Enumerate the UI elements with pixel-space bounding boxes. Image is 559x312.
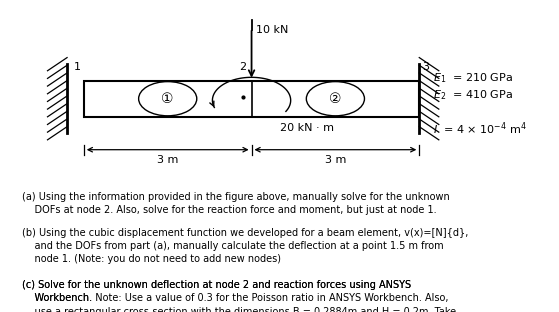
Bar [84,80,419,117]
Text: 3 m: 3 m [157,155,178,165]
Text: $E_1$  = 210 GPa: $E_1$ = 210 GPa [433,71,513,85]
Text: 1: 1 [74,62,81,72]
Text: ①: ① [162,92,174,106]
Text: (b) Using the cubic displacement function we developed for a beam element, v(x)=: (b) Using the cubic displacement functio… [22,228,469,264]
Text: 2: 2 [239,62,246,72]
Text: (c) Solve for the unknown deflection at node 2 and reaction forces using ANSYS
 : (c) Solve for the unknown deflection at … [22,280,411,303]
Text: (c) Solve for the unknown deflection at node 2 and reaction forces using ANSYS
 : (c) Solve for the unknown deflection at … [22,280,457,312]
Text: $I$  = 4 × 10$^{-4}$ m$^4$: $I$ = 4 × 10$^{-4}$ m$^4$ [433,120,527,137]
Text: 3 m: 3 m [325,155,346,165]
Text: 3: 3 [422,62,429,72]
Text: 20 kN · m: 20 kN · m [280,123,334,134]
Text: $E_2$  = 410 GPa: $E_2$ = 410 GPa [433,89,513,102]
Text: 10 kN: 10 kN [256,25,288,35]
Text: (c) Solve for the unknown deflection at node 2 and reaction forces using ANSYS
 : (c) Solve for the unknown deflection at … [22,280,510,312]
Text: ②: ② [329,92,342,106]
Text: (a) Using the information provided in the figure above, manually solve for the u: (a) Using the information provided in th… [22,192,450,215]
